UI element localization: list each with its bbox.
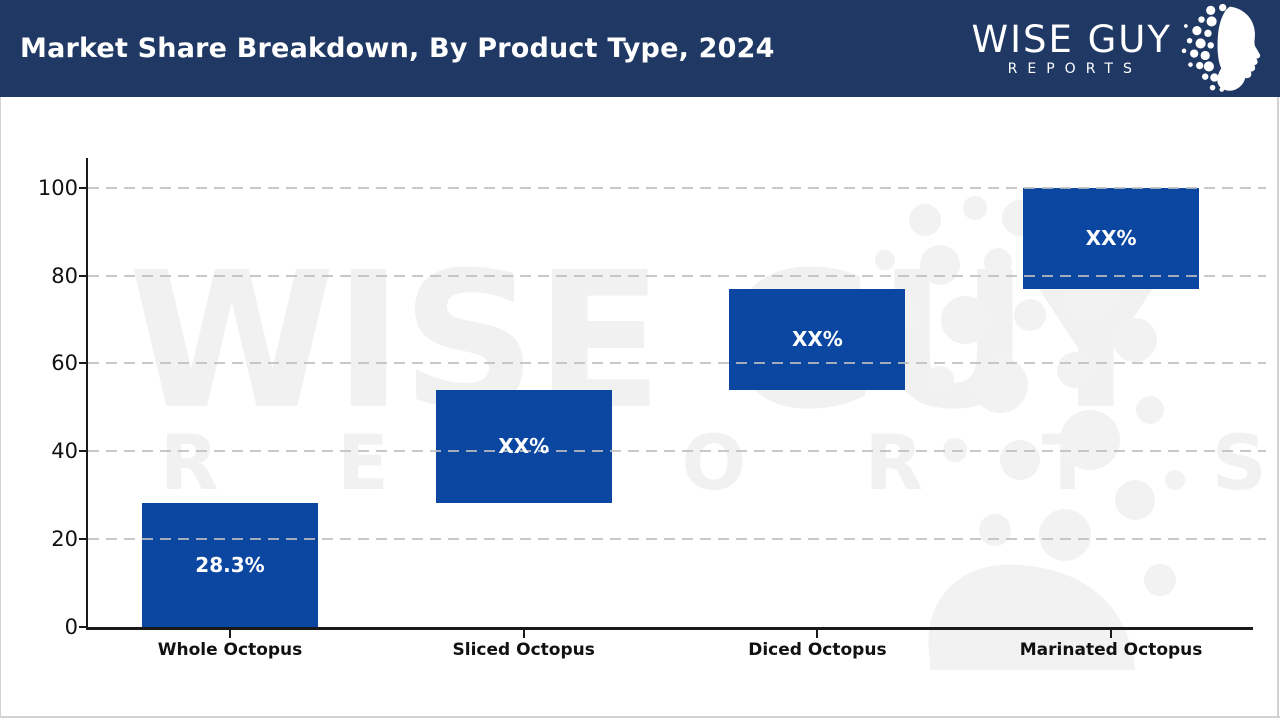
gridline xyxy=(88,538,1266,541)
gridline xyxy=(88,362,1266,365)
x-tick-mark xyxy=(816,630,819,638)
y-tick-mark xyxy=(79,274,86,277)
y-tick-mark xyxy=(79,450,86,453)
bar xyxy=(142,502,318,627)
page-left-rule xyxy=(0,97,1,717)
bar-value-label: XX% xyxy=(791,327,843,352)
bar xyxy=(729,288,906,390)
gridline xyxy=(88,450,1266,453)
logo-subtitle: REPORTS xyxy=(1007,60,1142,77)
bar xyxy=(1023,187,1200,289)
x-tick-label: Sliced Octopus xyxy=(452,640,595,660)
page-title: Market Share Breakdown, By Product Type,… xyxy=(20,33,775,64)
y-tick-mark xyxy=(79,626,86,628)
wise-guy-logo: WISE GUY REPORTS xyxy=(972,3,1262,95)
y-tick-label: 20 xyxy=(51,527,78,552)
gridline xyxy=(88,186,1266,189)
x-tick-mark xyxy=(522,630,525,638)
bar xyxy=(435,389,612,503)
y-tick-label: 80 xyxy=(51,263,78,288)
x-tick-label: Diced Octopus xyxy=(748,640,887,660)
page-right-rule xyxy=(1277,97,1279,717)
bar-value-label: XX% xyxy=(1085,226,1137,251)
y-tick-label: 40 xyxy=(51,439,78,464)
page-bottom-rule xyxy=(0,716,1280,718)
gridline xyxy=(88,274,1266,277)
logo-wordmark: WISE GUY xyxy=(971,17,1172,61)
x-axis-spine xyxy=(86,627,1253,630)
x-tick-mark xyxy=(1110,630,1113,638)
y-tick-mark xyxy=(79,362,86,365)
x-tick-label: Marinated Octopus xyxy=(1019,640,1203,660)
bar-value-label: XX% xyxy=(498,434,550,459)
y-tick-mark xyxy=(79,186,86,189)
logo-text: WISE GUY REPORTS xyxy=(972,21,1172,77)
header-band: Market Share Breakdown, By Product Type,… xyxy=(0,0,1280,97)
y-tick-label: 60 xyxy=(51,351,78,376)
bar-value-label: 28.3% xyxy=(195,552,265,577)
x-tick-mark xyxy=(229,630,231,638)
logo-face-icon xyxy=(1181,3,1261,92)
y-tick-label: 100 xyxy=(37,175,78,200)
x-tick-label: Whole Octopus xyxy=(157,640,303,660)
y-tick-mark xyxy=(79,538,86,541)
y-tick-label: 0 xyxy=(64,615,78,639)
y-axis-spine xyxy=(86,158,88,629)
